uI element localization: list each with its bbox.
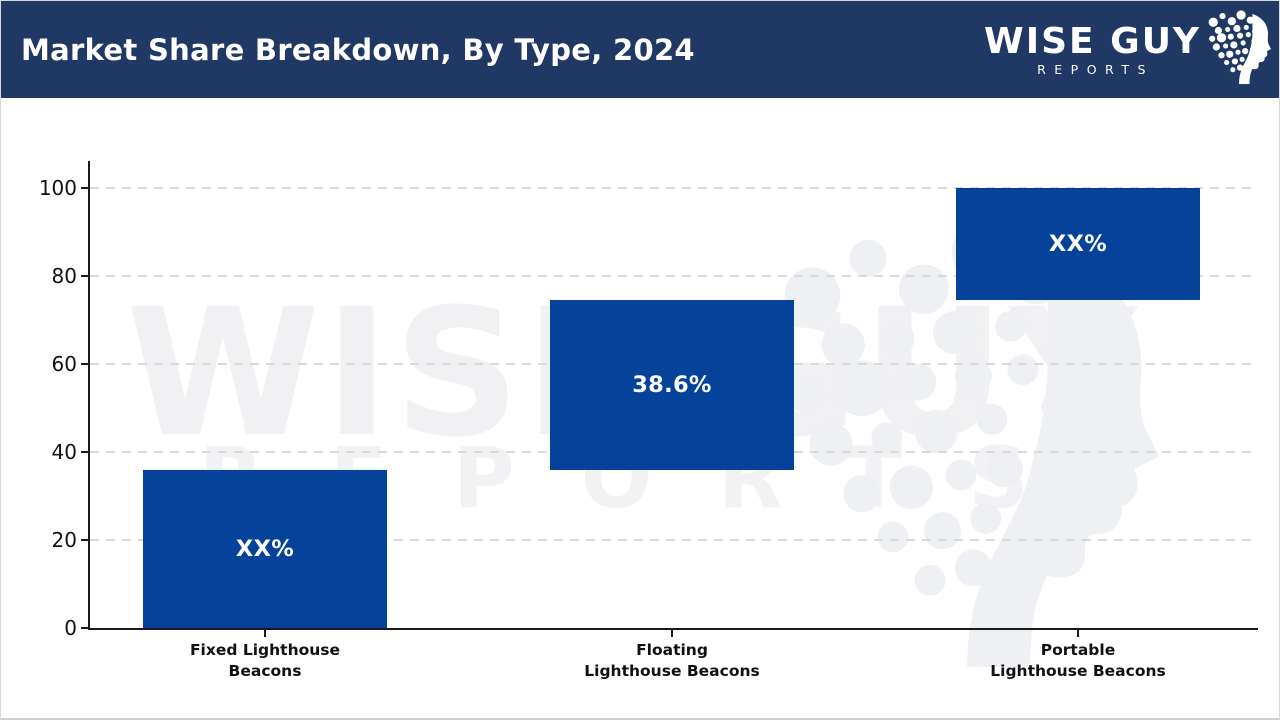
bar-value-label: XX% (235, 535, 295, 562)
y-tick-label: 100 (38, 176, 77, 200)
logo-face-icon (1205, 9, 1271, 85)
bar-segment: XX% (143, 469, 387, 628)
x-category-label: Fixed Lighthouse Beacons (95, 640, 435, 682)
x-category-label-line: Beacons (228, 662, 302, 680)
y-tick-mark (81, 451, 89, 453)
x-category-label: Portable Lighthouse Beacons (908, 640, 1248, 682)
y-tick-label: 80 (51, 264, 77, 288)
bar-value-label: XX% (1048, 230, 1108, 257)
logo-reports-text: REPORTS (1037, 62, 1154, 77)
x-axis-line (88, 628, 1258, 630)
gridline-80 (90, 275, 1256, 277)
x-category-label-line: Lighthouse Beacons (990, 662, 1166, 680)
bar-segment: 38.6% (550, 299, 794, 470)
y-tick-label: 40 (51, 440, 77, 464)
y-tick-mark (81, 363, 89, 365)
bar-segment: XX% (956, 188, 1200, 300)
header: Market Share Breakdown, By Type, 2024 WI… (1, 1, 1279, 98)
y-tick-mark (81, 539, 89, 541)
gridline-20 (90, 539, 1256, 541)
y-tick-label: 20 (51, 528, 77, 552)
x-category-label-line: Portable (1040, 641, 1116, 659)
y-axis-line (88, 161, 90, 630)
y-tick-mark (81, 275, 89, 277)
x-category-label-line: Floating (636, 641, 708, 659)
x-category-label: Floating Lighthouse Beacons (502, 640, 842, 682)
x-tick-mark (264, 630, 266, 637)
logo-wordmark: WISE GUY REPORTS (983, 21, 1201, 78)
x-category-label-line: Fixed Lighthouse (189, 641, 341, 659)
bar-value-label: 38.6% (632, 371, 712, 398)
y-tick-mark (81, 627, 89, 629)
y-tick-mark (81, 187, 89, 189)
x-tick-mark (671, 630, 673, 637)
wiseguy-logo: WISE GUY REPORTS (984, 9, 1271, 85)
y-tick-label: 60 (51, 352, 77, 376)
logo-brand-text: WISE GUY (983, 21, 1201, 62)
x-category-label-line: Lighthouse Beacons (584, 662, 760, 680)
gridline-100 (90, 187, 1256, 189)
y-tick-label: 0 (64, 616, 77, 640)
page-title: Market Share Breakdown, By Type, 2024 (21, 32, 695, 67)
x-tick-mark (1077, 630, 1079, 637)
